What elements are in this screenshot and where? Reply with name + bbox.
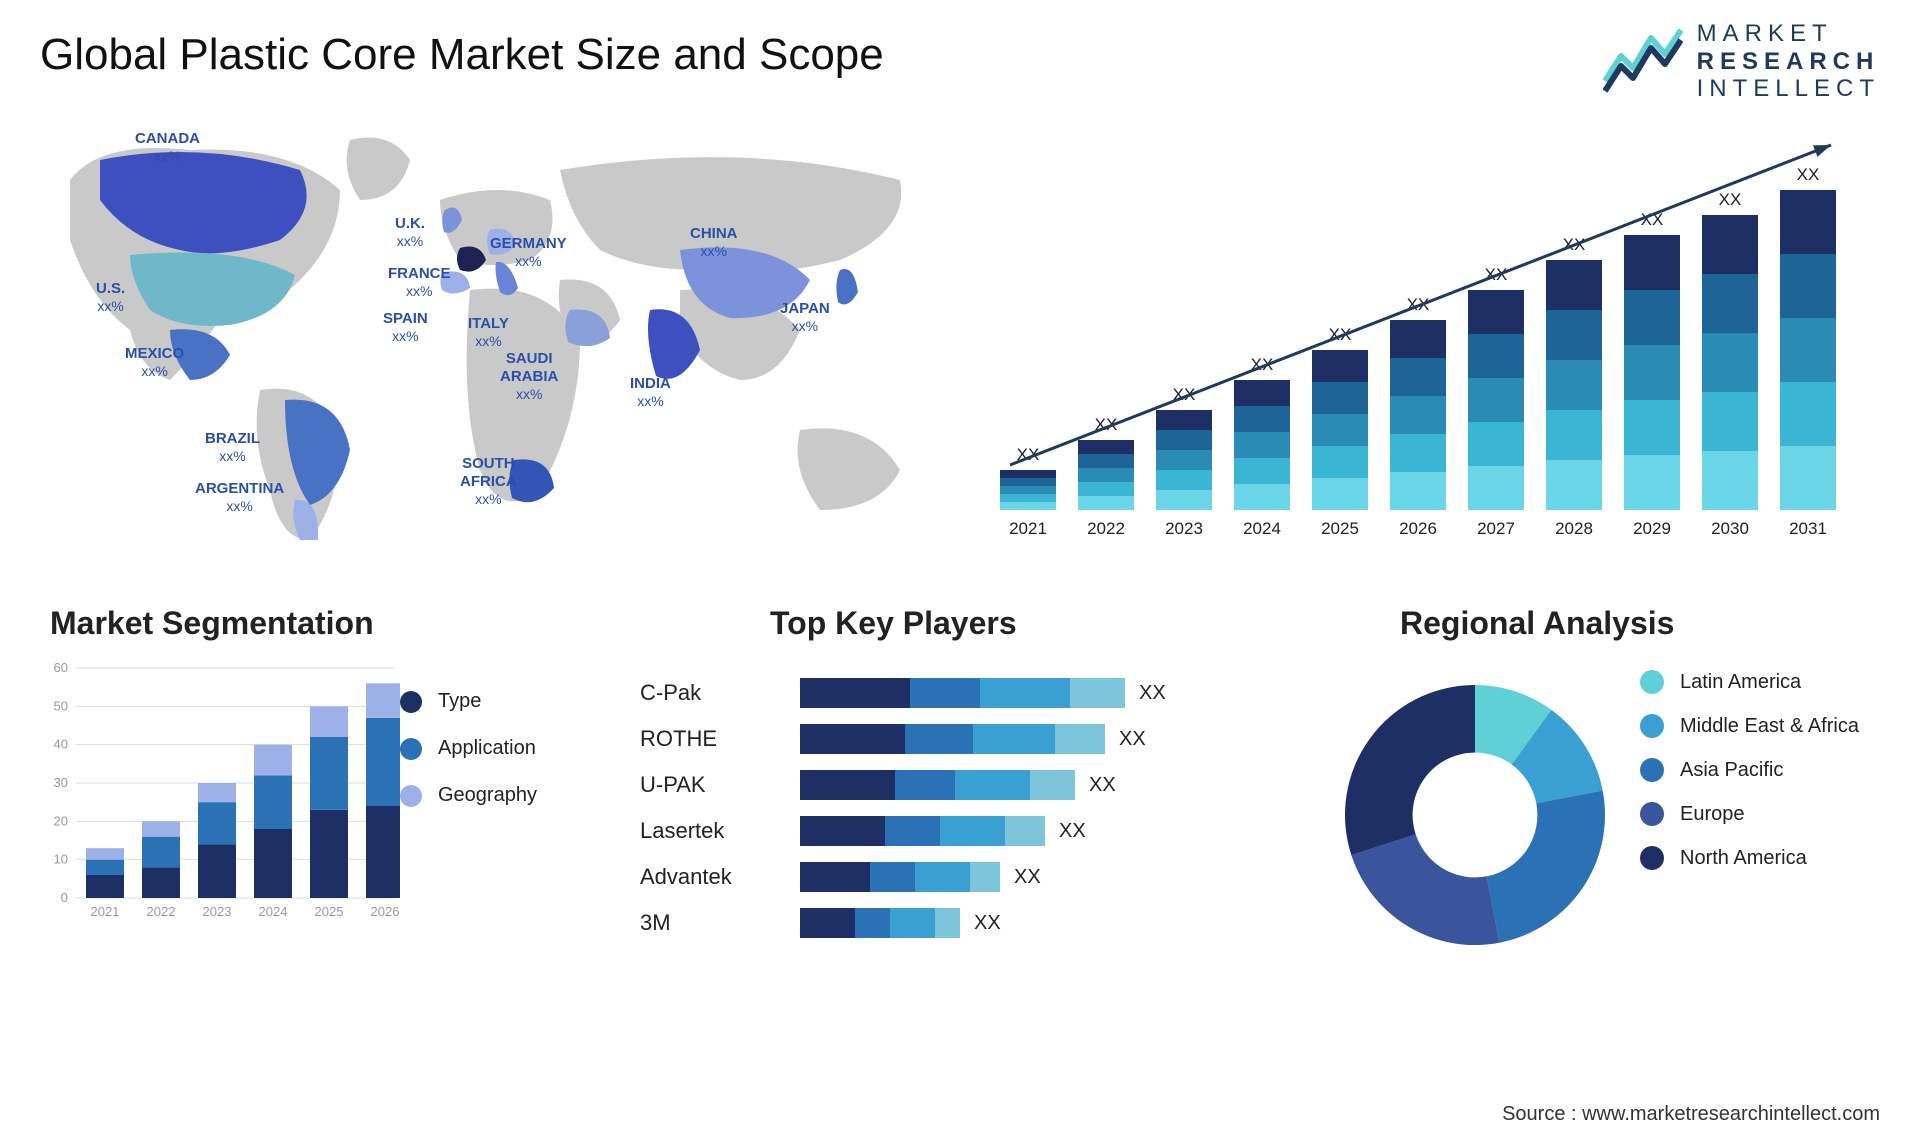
map-label: SPAINxx% xyxy=(383,310,428,346)
player-label: Advantek xyxy=(640,854,790,900)
svg-text:40: 40 xyxy=(54,737,68,752)
regional-legend: Latin America Middle East & Africa Asia Pa… xyxy=(1640,670,1859,890)
brand-logo: MARKET RESEARCH INTELLECT xyxy=(1603,20,1880,103)
map-label: SAUDIARABIAxx% xyxy=(500,350,558,404)
segmentation-legend: Type Application Geography xyxy=(400,690,537,831)
map-label: INDIAxx% xyxy=(630,375,671,411)
player-value: XX xyxy=(1059,820,1086,843)
legend-item: Asia Pacific xyxy=(1640,758,1859,782)
player-value: XX xyxy=(1119,728,1146,751)
svg-text:2023: 2023 xyxy=(203,904,232,919)
svg-text:60: 60 xyxy=(54,660,68,675)
map-label: U.S.xx% xyxy=(96,280,125,316)
player-label: 3M xyxy=(640,900,790,946)
segmentation-chart: 0 10 20 30 40 50 60 2021 2022 2023 2024 2025 2026 xyxy=(40,660,400,940)
legend-item: Europe xyxy=(1640,802,1859,826)
player-row: XX xyxy=(800,716,1270,762)
svg-text:2031: 2031 xyxy=(1789,519,1827,538)
map-label: CANADAxx% xyxy=(135,130,200,166)
svg-text:2021: 2021 xyxy=(1009,519,1047,538)
player-row: XX xyxy=(800,762,1270,808)
player-label: ROTHE xyxy=(640,716,790,762)
svg-text:XX: XX xyxy=(1719,190,1742,209)
player-label: U-PAK xyxy=(640,762,790,808)
svg-text:2026: 2026 xyxy=(371,904,400,919)
logo-line2: RESEARCH xyxy=(1697,48,1880,76)
world-map: CANADAxx% U.S.xx%MEXICOxx% BRAZILxx% ARGENT… xyxy=(40,120,940,540)
player-value: XX xyxy=(974,912,1001,935)
page-title: Global Plastic Core Market Size and Scop… xyxy=(40,30,884,80)
regional-title: Regional Analysis xyxy=(1400,605,1674,642)
player-label: C-Pak xyxy=(640,670,790,716)
svg-text:XX: XX xyxy=(1797,165,1820,184)
map-label: U.K.xx% xyxy=(395,215,425,251)
svg-text:2028: 2028 xyxy=(1555,519,1593,538)
map-label: GERMANYxx% xyxy=(490,235,567,271)
player-row: XX xyxy=(800,670,1270,716)
map-label: CHINAxx% xyxy=(690,225,738,261)
map-label: BRAZILxx% xyxy=(205,430,260,466)
player-row: XX xyxy=(800,854,1270,900)
map-label: ARGENTINAxx% xyxy=(195,480,284,516)
legend-item: Application xyxy=(400,737,537,760)
logo-icon xyxy=(1603,26,1683,96)
player-label: Lasertek xyxy=(640,808,790,854)
svg-text:2023: 2023 xyxy=(1165,519,1203,538)
legend-item: Type xyxy=(400,690,537,713)
svg-text:2029: 2029 xyxy=(1633,519,1671,538)
player-value: XX xyxy=(1139,682,1166,705)
svg-text:2022: 2022 xyxy=(1087,519,1125,538)
svg-text:2022: 2022 xyxy=(147,904,176,919)
players-title: Top Key Players xyxy=(770,605,1017,642)
svg-text:2027: 2027 xyxy=(1477,519,1515,538)
player-row: XX xyxy=(800,900,1270,946)
map-label: FRANCExx% xyxy=(388,265,451,301)
player-value: XX xyxy=(1089,774,1116,797)
players-chart: C-PakROTHEU-PAKLasertekAdvantek3M XXXXXX… xyxy=(640,670,1280,970)
svg-text:10: 10 xyxy=(54,852,68,867)
growth-bar-chart: XX2021XX2022XX2023XX2024XX2025XX2026XX20… xyxy=(980,140,1880,550)
logo-line1: MARKET xyxy=(1697,20,1880,48)
legend-item: Geography xyxy=(400,784,537,807)
legend-item: North America xyxy=(1640,846,1859,870)
map-label: JAPANxx% xyxy=(780,300,830,336)
svg-text:2021: 2021 xyxy=(91,904,120,919)
map-label: MEXICOxx% xyxy=(125,345,184,381)
svg-text:0: 0 xyxy=(61,890,68,905)
svg-text:2024: 2024 xyxy=(1243,519,1281,538)
player-value: XX xyxy=(1014,866,1041,889)
svg-text:2026: 2026 xyxy=(1399,519,1437,538)
svg-text:2025: 2025 xyxy=(1321,519,1359,538)
svg-text:2024: 2024 xyxy=(259,904,288,919)
map-label: SOUTHAFRICAxx% xyxy=(460,455,517,509)
source-text: Source : www.marketresearchintellect.com xyxy=(1502,1103,1880,1126)
regional-donut xyxy=(1330,670,1620,960)
svg-text:30: 30 xyxy=(54,775,68,790)
logo-line3: INTELLECT xyxy=(1697,75,1880,103)
legend-item: Latin America xyxy=(1640,670,1859,694)
svg-text:50: 50 xyxy=(54,698,68,713)
legend-item: Middle East & Africa xyxy=(1640,714,1859,738)
map-label: ITALYxx% xyxy=(468,315,509,351)
svg-text:2025: 2025 xyxy=(315,904,344,919)
svg-text:2030: 2030 xyxy=(1711,519,1749,538)
segmentation-title: Market Segmentation xyxy=(50,605,374,642)
player-row: XX xyxy=(800,808,1270,854)
svg-text:20: 20 xyxy=(54,813,68,828)
